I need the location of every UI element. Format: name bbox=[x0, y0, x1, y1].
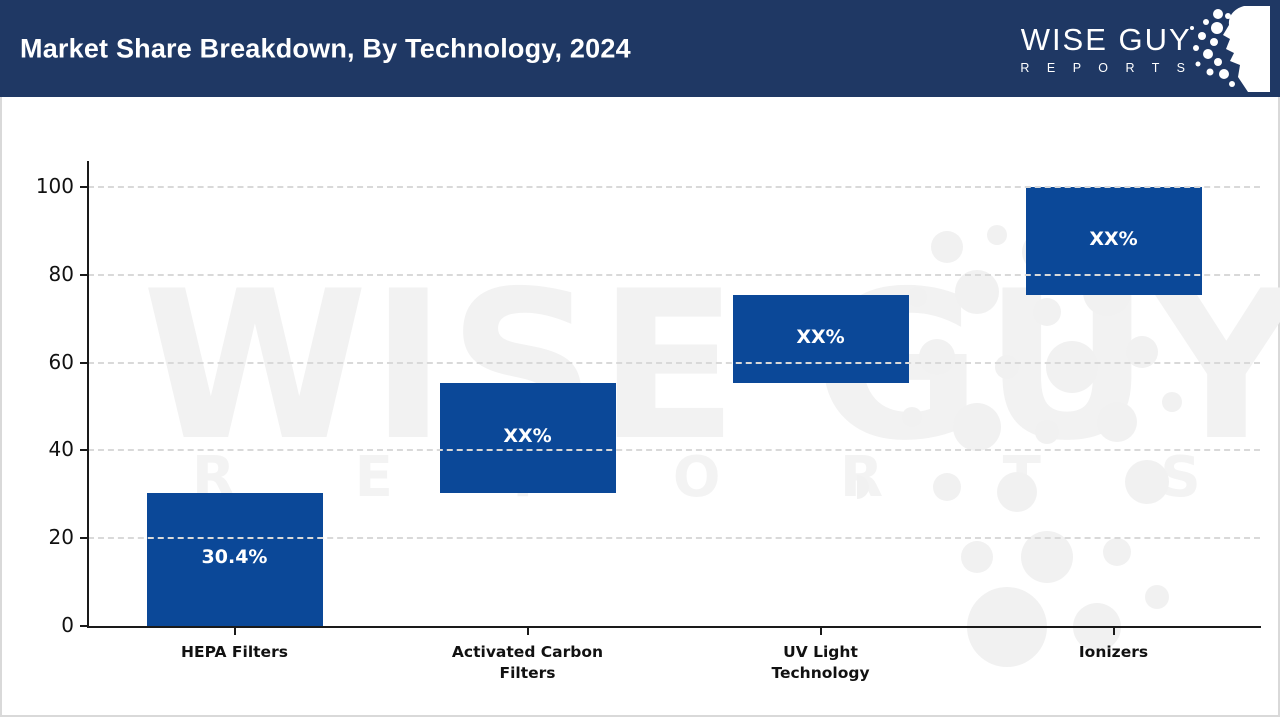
gridline bbox=[88, 186, 1260, 188]
category-label: Ionizers bbox=[1078, 643, 1149, 661]
bar-value-label: XX% bbox=[796, 325, 845, 348]
bar-segment: 30.4% bbox=[146, 492, 323, 626]
y-tickmark bbox=[80, 273, 88, 276]
gridline bbox=[88, 537, 1260, 540]
y-tickmark bbox=[80, 361, 88, 364]
y-tick-label: 100 bbox=[35, 174, 74, 198]
y-tick-label: 0 bbox=[61, 613, 74, 637]
face-profile-icon bbox=[1190, 6, 1270, 92]
x-axis-line bbox=[87, 626, 1261, 628]
bar-value-label: XX% bbox=[1089, 227, 1138, 250]
logo-text: WISE GUY R E P O R T S bbox=[1020, 22, 1192, 75]
bar-segment: XX% bbox=[732, 294, 909, 383]
y-axis-line bbox=[87, 160, 89, 628]
x-tickmark bbox=[819, 626, 822, 635]
bar-value-label: 30.4% bbox=[201, 546, 268, 569]
x-tickmark bbox=[526, 626, 529, 635]
category-label: HEPA Filters bbox=[181, 643, 288, 661]
wise-guy-logo: WISE GUY R E P O R T S bbox=[1000, 0, 1270, 97]
y-tickmark bbox=[80, 449, 88, 452]
bottom-border bbox=[0, 715, 1280, 717]
logo-subtitle: R E P O R T S bbox=[1020, 61, 1192, 75]
bar-segment: XX% bbox=[1025, 187, 1202, 295]
page-title: Market Share Breakdown, By Technology, 2… bbox=[20, 33, 631, 63]
x-tickmark bbox=[1112, 626, 1115, 635]
category-label: UV Light Technology bbox=[771, 643, 870, 682]
y-tickmark bbox=[80, 625, 88, 627]
header-bar: Market Share Breakdown, By Technology, 2… bbox=[0, 0, 1280, 97]
y-tick-label: 60 bbox=[48, 349, 74, 374]
gridline bbox=[88, 273, 1260, 276]
logo-wordmark: WISE GUY bbox=[1020, 22, 1192, 57]
y-tickmark bbox=[80, 537, 88, 540]
chart-canvas: WISE GUY R E P O R T S 0 20 40 60 80 100 30.4%… bbox=[0, 97, 1280, 715]
gridline bbox=[88, 361, 1260, 364]
gridline bbox=[88, 449, 1260, 452]
y-tick-label: 20 bbox=[48, 525, 74, 550]
y-tickmark bbox=[80, 186, 88, 188]
bar-segment: XX% bbox=[439, 382, 616, 493]
y-tick-label: 80 bbox=[48, 261, 74, 286]
bar-value-label: XX% bbox=[503, 424, 552, 447]
category-label: Activated Carbon Filters bbox=[451, 643, 604, 682]
x-tickmark bbox=[233, 626, 236, 635]
y-tick-label: 40 bbox=[48, 437, 74, 462]
